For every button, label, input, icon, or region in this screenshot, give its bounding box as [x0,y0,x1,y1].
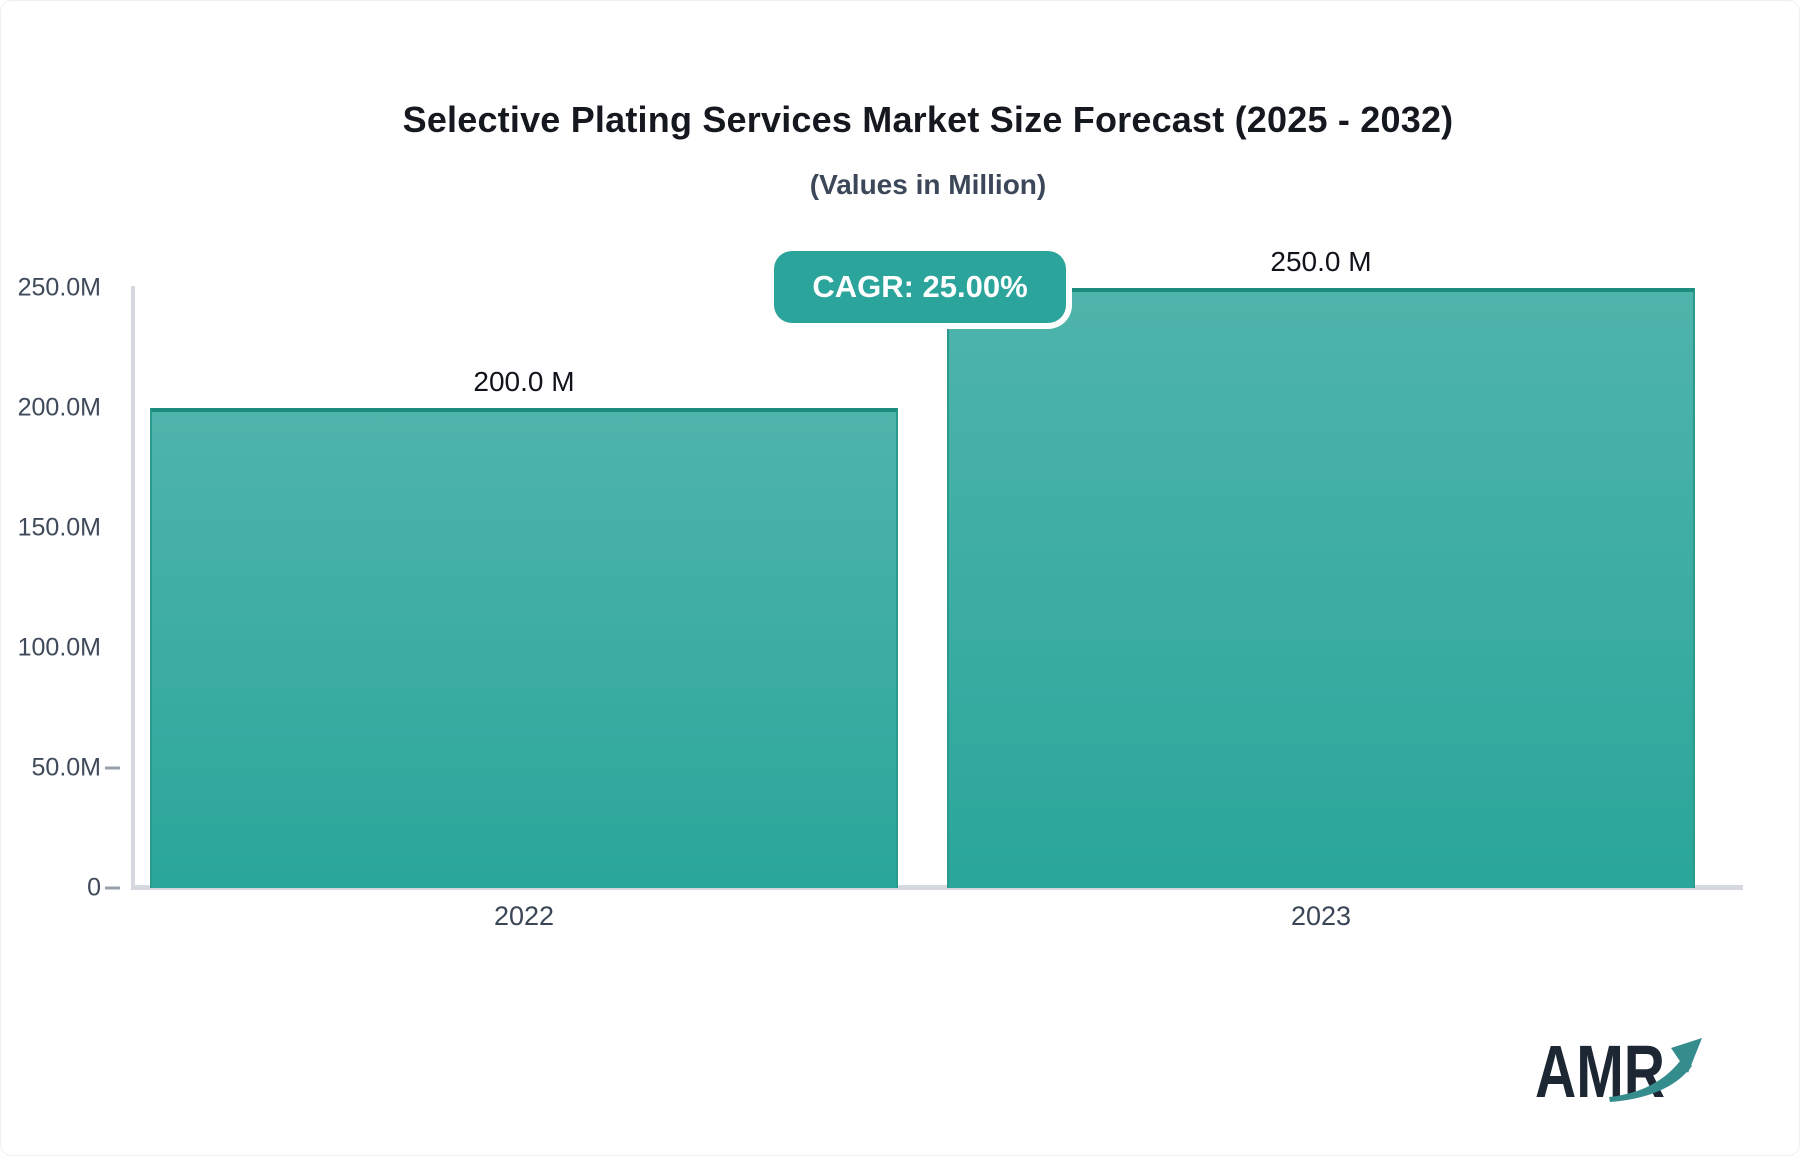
bar-2022[interactable] [150,408,898,888]
amr-logo: AMR [1521,1025,1751,1129]
bar-2023[interactable] [947,288,1695,888]
bar-value-label-2022: 200.0 M [473,366,575,397]
amr-logo-graphic: AMR [1535,1030,1702,1113]
y-tick-dash [105,886,120,890]
y-axis-line [131,286,135,888]
cagr-badge: CAGR: 25.00% [774,251,1066,323]
x-axis-line [131,885,1743,890]
chart-title: Selective Plating Services Market Size F… [402,99,1454,140]
y-tick-label-0: 0 [87,873,101,902]
y-tick-label-100.0M: 100.0M [17,633,101,662]
y-tick-label-200.0M: 200.0M [17,393,101,422]
bar-value-label-2023: 250.0 M [1270,246,1372,277]
x-tick-label-2022: 2022 [493,901,555,931]
x-tick-label-2023: 2023 [1290,901,1352,931]
y-tick-dash [105,766,120,770]
amr-logo-text: AMR [1535,1030,1665,1113]
y-tick-label-250.0M: 250.0M [17,273,101,302]
logo-arrow-head-icon [1671,1038,1702,1073]
chart-subtitle: (Values in Million) [809,169,1047,200]
y-tick-label-50.0M: 50.0M [31,753,101,782]
y-tick-label-150.0M: 150.0M [17,513,101,542]
